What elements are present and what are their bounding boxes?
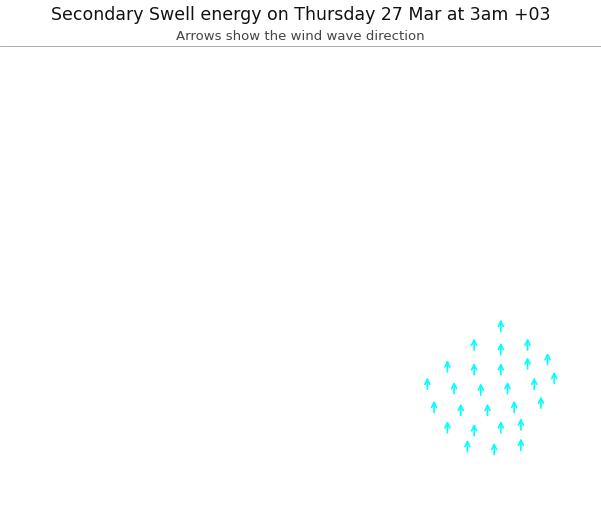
Text: Arrows show the wind wave direction: Arrows show the wind wave direction (176, 30, 425, 43)
Text: Secondary Swell energy on Thursday 27 Mar at 3am +03: Secondary Swell energy on Thursday 27 Ma… (50, 6, 551, 24)
